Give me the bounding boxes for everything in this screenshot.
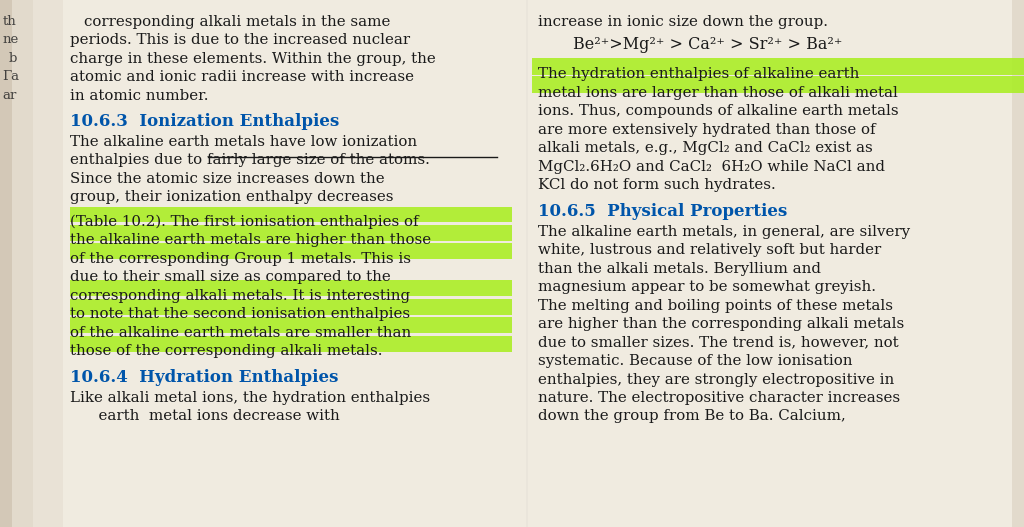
Text: the alkaline earth metals are higher than those: the alkaline earth metals are higher tha… [70,233,431,248]
Text: due to smaller sizes. The trend is, however, not: due to smaller sizes. The trend is, howe… [538,336,898,350]
Text: atomic and ionic radii increase with increase: atomic and ionic radii increase with inc… [70,70,414,84]
Text: earth  metal ions decrease with: earth metal ions decrease with [70,409,339,424]
Text: in atomic number.: in atomic number. [70,89,208,103]
Bar [532,58,1024,75]
Text: magnesium appear to be somewhat greyish.: magnesium appear to be somewhat greyish. [538,280,876,295]
Text: than the alkali metals. Beryllium and: than the alkali metals. Beryllium and [538,262,820,276]
Text: white, lustrous and relatively soft but harder: white, lustrous and relatively soft but … [538,243,881,258]
Text: ions. Thus, compounds of alkaline earth metals: ions. Thus, compounds of alkaline earth … [538,104,898,119]
Text: The hydration enthalpies of alkaline earth: The hydration enthalpies of alkaline ear… [538,67,859,82]
Text: group, their ionization enthalpy decreases: group, their ionization enthalpy decreas… [70,190,393,204]
Text: metal ions are larger than those of alkali metal: metal ions are larger than those of alka… [538,86,897,100]
Bar [70,207,512,222]
Text: are higher than the corresponding alkali metals: are higher than the corresponding alkali… [538,317,904,331]
Text: periods. This is due to the increased nuclear: periods. This is due to the increased nu… [70,33,410,47]
Text: Like alkali metal ions, the hydration enthalpies: Like alkali metal ions, the hydration en… [70,391,430,405]
Text: corresponding alkali metals. It is interesting: corresponding alkali metals. It is inter… [70,289,410,303]
Bar [33,0,63,527]
Text: 10.6.3  Ionization Enthalpies: 10.6.3 Ionization Enthalpies [70,113,339,130]
Text: those of the corresponding alkali metals.: those of the corresponding alkali metals… [70,344,382,358]
Text: are more extensively hydrated than those of: are more extensively hydrated than those… [538,123,876,137]
Text: (Table 10.2). The first ionisation enthalpies of: (Table 10.2). The first ionisation entha… [70,215,418,229]
Text: nature. The electropositive character increases: nature. The electropositive character in… [538,391,900,405]
Text: of the alkaline earth metals are smaller than: of the alkaline earth metals are smaller… [70,326,411,340]
Text: MgCl₂.6H₂O and CaCl₂  6H₂O while NaCl and: MgCl₂.6H₂O and CaCl₂ 6H₂O while NaCl and [538,160,885,174]
Bar [0,0,12,527]
Bar [70,280,512,296]
Text: KCl do not form such hydrates.: KCl do not form such hydrates. [538,178,775,192]
Bar [70,317,512,333]
Text: 10.6.4  Hydration Enthalpies: 10.6.4 Hydration Enthalpies [70,369,338,386]
Bar [70,336,512,352]
Text: corresponding alkali metals in the same: corresponding alkali metals in the same [84,15,390,29]
Text: Γa: Γa [2,70,19,83]
Bar [12,0,33,527]
Text: to note that the second ionisation enthalpies: to note that the second ionisation entha… [70,307,410,321]
Text: th: th [3,15,16,28]
Text: of the corresponding Group 1 metals. This is: of the corresponding Group 1 metals. Thi… [70,252,411,266]
Text: alkali metals, e.g., MgCl₂ and CaCl₂ exist as: alkali metals, e.g., MgCl₂ and CaCl₂ exi… [538,141,872,155]
Text: enthalpies, they are strongly electropositive in: enthalpies, they are strongly electropos… [538,373,894,387]
Text: increase in ionic size down the group.: increase in ionic size down the group. [538,15,827,29]
Bar [70,243,512,259]
Text: Since the atomic size increases down the: Since the atomic size increases down the [70,172,384,186]
Bar [70,225,512,241]
Text: due to their small size as compared to the: due to their small size as compared to t… [70,270,390,285]
Text: b: b [8,52,16,65]
Text: The melting and boiling points of these metals: The melting and boiling points of these … [538,299,893,313]
Bar [1012,0,1024,527]
Text: The alkaline earth metals have low ionization: The alkaline earth metals have low ioniz… [70,135,417,149]
Bar [532,76,1024,93]
Text: enthalpies due to fairly large size of the atoms.: enthalpies due to fairly large size of t… [70,153,429,168]
Text: down the group from Be to Ba. Calcium,: down the group from Be to Ba. Calcium, [538,409,846,424]
Text: charge in these elements. Within the group, the: charge in these elements. Within the gro… [70,52,435,66]
Bar [70,299,512,315]
Text: The alkaline earth metals, in general, are silvery: The alkaline earth metals, in general, a… [538,225,909,239]
Text: ne: ne [2,33,18,46]
Text: ar: ar [2,89,16,102]
Text: Be²⁺>Mg²⁺ > Ca²⁺ > Sr²⁺ > Ba²⁺: Be²⁺>Mg²⁺ > Ca²⁺ > Sr²⁺ > Ba²⁺ [573,36,843,53]
Text: systematic. Because of the low ionisation: systematic. Because of the low ionisatio… [538,354,852,368]
Text: 10.6.5  Physical Properties: 10.6.5 Physical Properties [538,203,786,220]
